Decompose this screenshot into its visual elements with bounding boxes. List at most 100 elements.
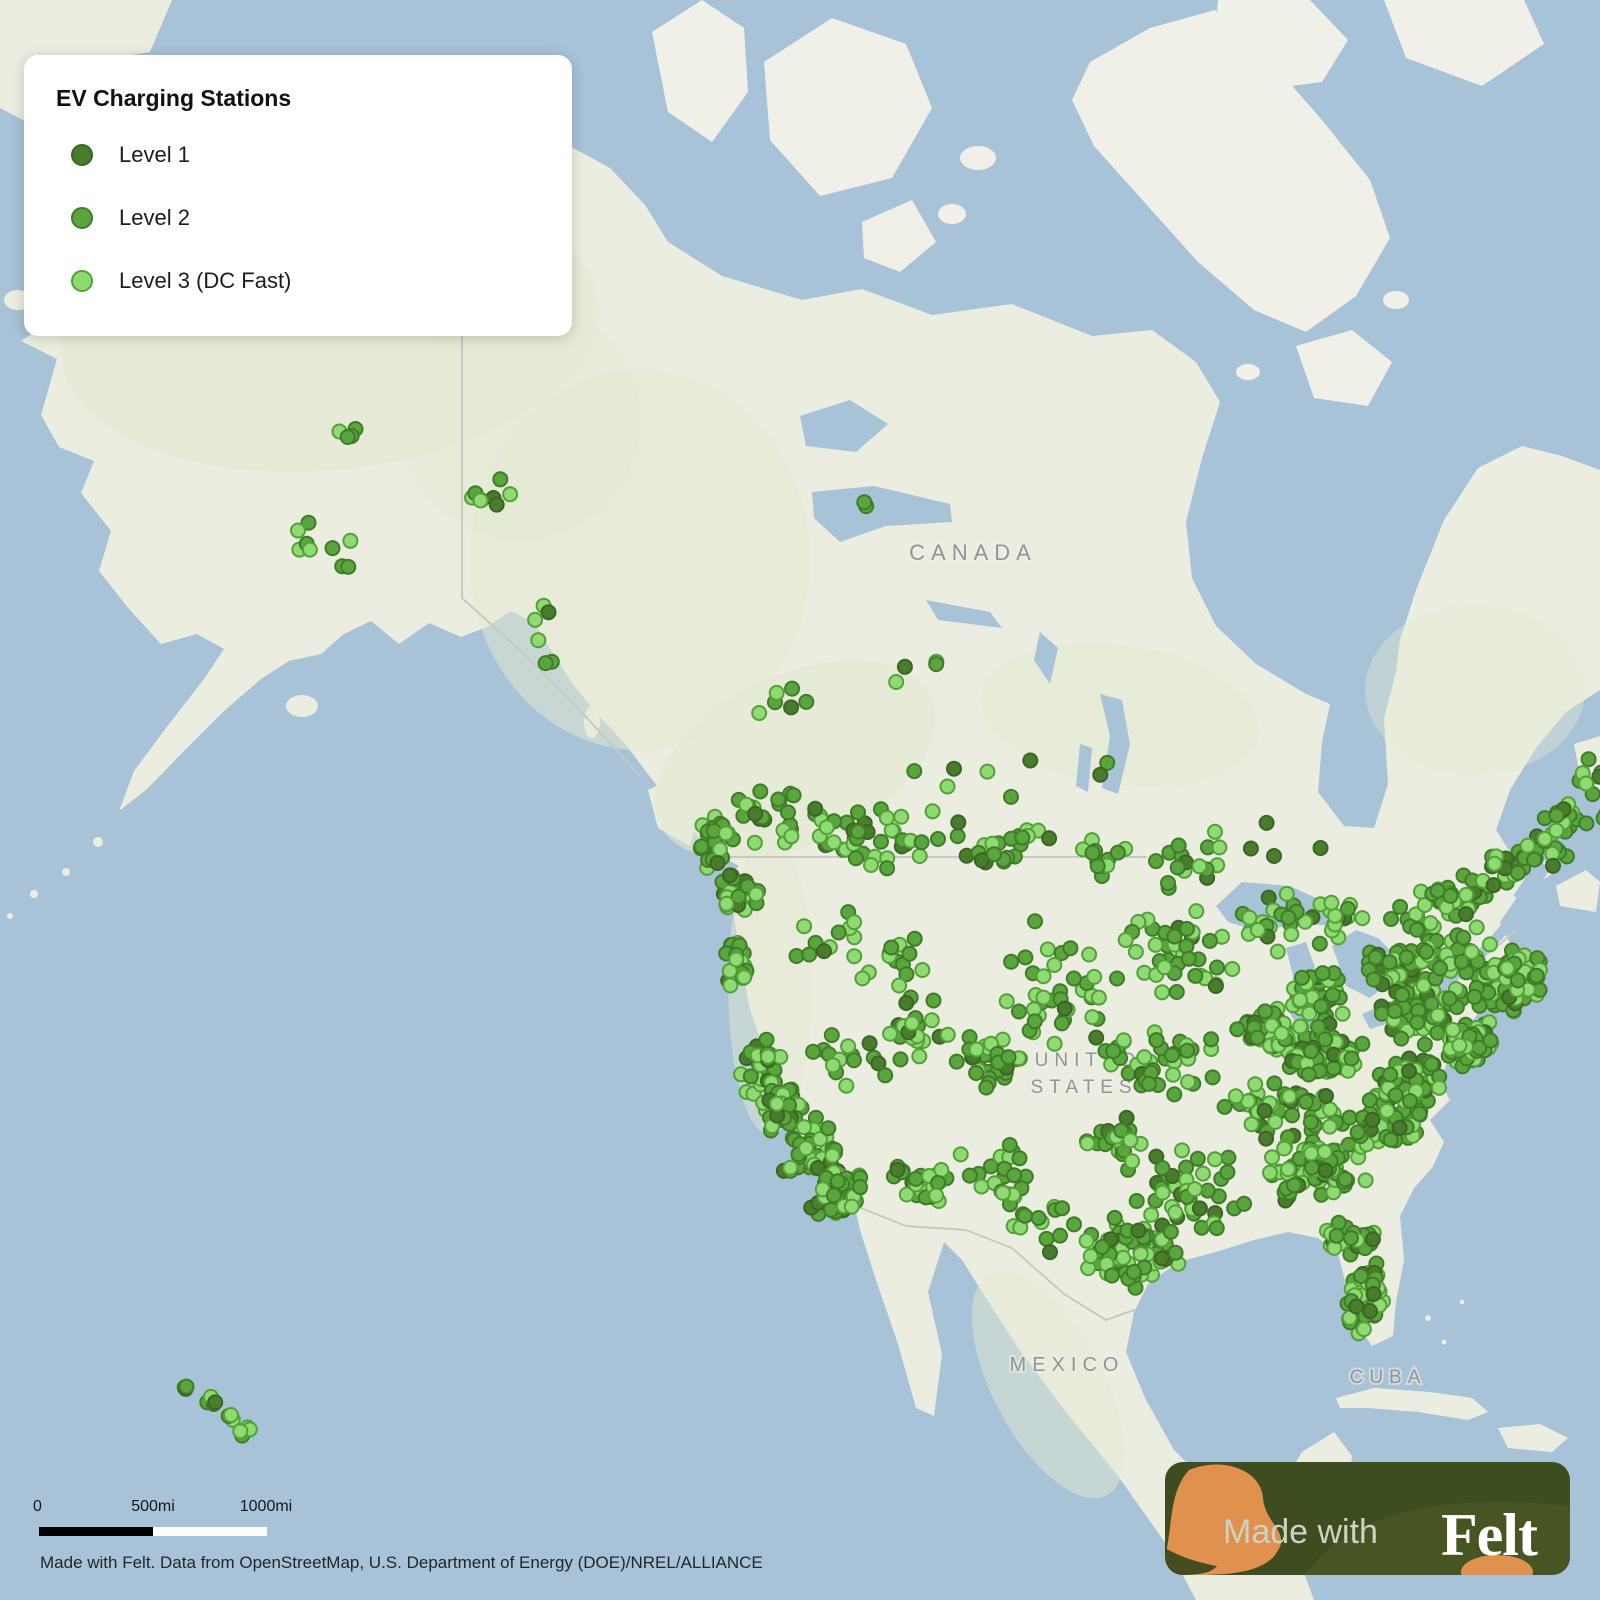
station-dot-level-1[interactable] — [1364, 1111, 1381, 1128]
station-dot-level-2[interactable] — [1236, 1195, 1253, 1212]
station-dot-level-2[interactable] — [1286, 1177, 1302, 1194]
station-dot-level-2[interactable] — [1339, 900, 1356, 917]
station-dot-level-3[interactable] — [472, 492, 489, 509]
station-dot-level-1[interactable] — [946, 760, 962, 777]
station-dot-level-3[interactable] — [1156, 959, 1173, 976]
station-dot-level-2[interactable] — [961, 1167, 978, 1184]
station-dot-level-2[interactable] — [1166, 1086, 1183, 1103]
station-dot-level-2[interactable] — [1006, 1167, 1023, 1184]
station-dot-level-2[interactable] — [693, 838, 710, 855]
station-dot-level-3[interactable] — [530, 632, 547, 649]
station-dot-level-1[interactable] — [1362, 1303, 1378, 1320]
station-dot-level-2[interactable] — [178, 1378, 195, 1395]
station-dot-level-2[interactable] — [1052, 1227, 1068, 1244]
station-dot-level-2[interactable] — [730, 888, 747, 905]
station-dot-level-2[interactable] — [1148, 1032, 1165, 1049]
station-dot-level-2[interactable] — [1209, 959, 1225, 976]
station-dot-level-3[interactable] — [718, 825, 734, 842]
station-dot-level-2[interactable] — [852, 1179, 868, 1195]
station-dot-level-2[interactable] — [1402, 1093, 1418, 1109]
station-dot-level-3[interactable] — [1267, 1114, 1284, 1130]
station-dot-level-3[interactable] — [1481, 936, 1498, 953]
station-dot-level-3[interactable] — [952, 1146, 969, 1163]
station-dot-level-3[interactable] — [1241, 909, 1258, 926]
station-dot-level-2[interactable] — [1423, 1056, 1440, 1073]
station-dot-level-2[interactable] — [1066, 1216, 1082, 1233]
station-dot-level-3[interactable] — [893, 808, 910, 825]
station-dot-level-3[interactable] — [502, 486, 519, 503]
legend-item-level-2[interactable]: Level 2 — [56, 198, 540, 238]
station-dot-level-2[interactable] — [907, 1170, 924, 1187]
station-dot-level-3[interactable] — [718, 895, 735, 912]
station-dot-level-3[interactable] — [1124, 1153, 1141, 1170]
station-dot-level-3[interactable] — [1211, 839, 1228, 856]
station-dot-level-3[interactable] — [1132, 1246, 1149, 1262]
station-dot-level-2[interactable] — [1249, 1029, 1266, 1046]
station-dot-level-3[interactable] — [1207, 1151, 1223, 1168]
station-dot-level-1[interactable] — [1312, 840, 1329, 856]
station-dot-level-2[interactable] — [928, 656, 945, 673]
station-dot-level-2[interactable] — [1580, 751, 1597, 768]
station-dot-level-2[interactable] — [798, 693, 815, 710]
station-dot-level-2[interactable] — [339, 429, 356, 445]
station-dot-level-3[interactable] — [223, 1407, 239, 1423]
station-dot-level-3[interactable] — [760, 1048, 776, 1065]
station-dot-level-3[interactable] — [1147, 936, 1164, 953]
station-dot-level-2[interactable] — [1201, 932, 1218, 949]
station-dot-level-1[interactable] — [747, 805, 764, 822]
station-dot-level-2[interactable] — [758, 1031, 775, 1048]
station-dot-level-2[interactable] — [1003, 788, 1019, 805]
station-dot-level-2[interactable] — [805, 1043, 822, 1060]
station-dot-level-2[interactable] — [1038, 1230, 1055, 1247]
station-dot-level-2[interactable] — [1065, 970, 1082, 987]
station-dot-level-2[interactable] — [1001, 1137, 1018, 1153]
station-dot-level-2[interactable] — [1466, 988, 1483, 1005]
station-dot-level-3[interactable] — [1035, 968, 1052, 985]
station-dot-level-3[interactable] — [1243, 1116, 1260, 1133]
station-dot-level-3[interactable] — [1115, 1249, 1132, 1266]
station-dot-level-2[interactable] — [1302, 1114, 1319, 1131]
station-dot-level-1[interactable] — [950, 814, 967, 831]
station-dot-level-2[interactable] — [986, 846, 1002, 863]
station-dot-level-1[interactable] — [1365, 1286, 1382, 1302]
station-dot-level-2[interactable] — [830, 924, 847, 941]
station-dot-level-1[interactable] — [1191, 1200, 1208, 1217]
station-dot-level-2[interactable] — [1311, 935, 1328, 952]
station-dot-level-1[interactable] — [898, 995, 915, 1011]
station-dot-level-2[interactable] — [825, 1187, 842, 1204]
station-dot-level-2[interactable] — [324, 540, 341, 557]
station-dot-level-3[interactable] — [1519, 837, 1536, 854]
station-dot-level-1[interactable] — [1317, 1162, 1334, 1179]
station-dot-level-2[interactable] — [1548, 807, 1565, 824]
station-dot-level-2[interactable] — [1103, 1267, 1120, 1284]
station-dot-level-3[interactable] — [1122, 1132, 1139, 1149]
station-dot-level-1[interactable] — [207, 1394, 224, 1411]
station-dot-level-3[interactable] — [923, 1012, 940, 1029]
station-dot-level-1[interactable] — [1207, 978, 1224, 994]
station-dot-level-3[interactable] — [1249, 922, 1266, 938]
station-dot-level-3[interactable] — [1188, 903, 1205, 920]
station-dot-level-1[interactable] — [1042, 1244, 1058, 1261]
station-dot-level-3[interactable] — [911, 1048, 928, 1065]
station-dot-level-2[interactable] — [1163, 1047, 1180, 1064]
station-dot-level-2[interactable] — [1411, 1105, 1428, 1122]
station-dot-level-2[interactable] — [1361, 1092, 1378, 1109]
station-dot-level-3[interactable] — [1280, 1161, 1297, 1178]
station-dot-level-3[interactable] — [1143, 1206, 1160, 1223]
station-dot-level-3[interactable] — [863, 857, 879, 873]
station-dot-level-2[interactable] — [968, 1065, 985, 1081]
station-dot-level-2[interactable] — [1418, 943, 1435, 960]
station-dot-level-3[interactable] — [1180, 1074, 1197, 1090]
station-dot-level-2[interactable] — [1180, 950, 1197, 967]
station-dot-level-3[interactable] — [914, 962, 931, 978]
station-dot-level-1[interactable] — [1318, 1088, 1334, 1104]
station-dot-level-2[interactable] — [1367, 949, 1384, 966]
station-dot-level-3[interactable] — [711, 841, 728, 858]
station-dot-level-1[interactable] — [809, 1160, 826, 1176]
station-dot-level-3[interactable] — [232, 1423, 249, 1440]
station-dot-level-2[interactable] — [752, 783, 769, 800]
station-dot-level-2[interactable] — [784, 680, 801, 697]
station-dot-level-2[interactable] — [1313, 998, 1330, 1015]
station-dot-level-2[interactable] — [906, 763, 923, 780]
station-dot-level-2[interactable] — [1178, 920, 1195, 937]
